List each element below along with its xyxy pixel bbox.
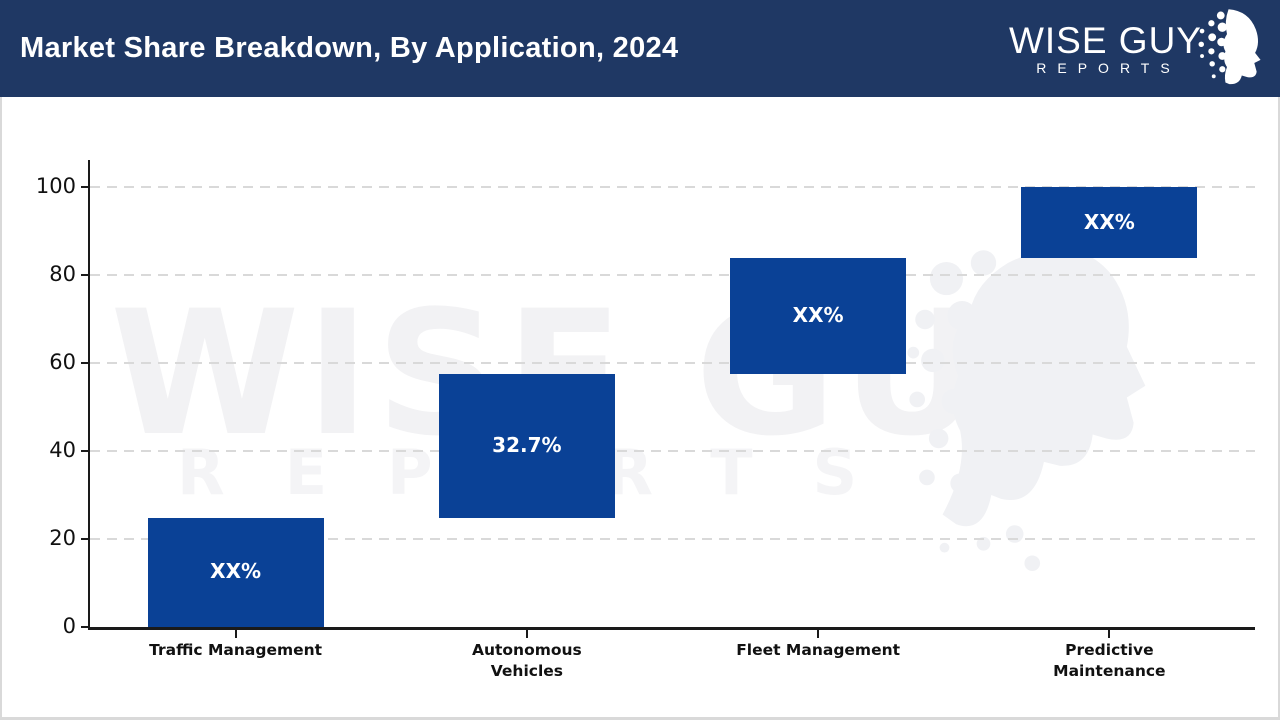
x-tick-mark xyxy=(817,630,820,638)
y-tick-mark xyxy=(81,450,90,452)
chart-canvas: WISE GUY REPORTS 020406080100XX%Traffic … xyxy=(0,97,1280,720)
y-tick-mark xyxy=(81,274,90,276)
page-title: Market Share Breakdown, By Application, … xyxy=(20,32,679,64)
gridline xyxy=(90,274,1255,276)
y-tick-label: 100 xyxy=(35,174,76,198)
gridline xyxy=(90,362,1255,364)
x-tick-mark xyxy=(1108,630,1111,638)
x-tick-mark xyxy=(234,630,237,638)
x-tick-label: Fleet Management xyxy=(736,641,901,659)
y-tick-mark xyxy=(81,626,90,628)
x-tick-label: Predictive Maintenance xyxy=(1053,641,1166,680)
x-tick-label: Autonomous Vehicles xyxy=(471,641,582,680)
x-tick-mark xyxy=(525,630,528,638)
x-tick-label: Traffic Management xyxy=(149,641,323,659)
y-tick-label: 0 xyxy=(62,614,76,638)
watermark-face-icon xyxy=(907,249,1146,572)
y-tick-mark xyxy=(81,186,90,188)
bar-value-label: XX% xyxy=(792,303,844,328)
wise-guy-logo: WISE GUY REPORTS xyxy=(1009,5,1266,93)
y-tick-label: 20 xyxy=(49,526,76,550)
logo-face-icon xyxy=(1198,8,1261,84)
y-axis-line xyxy=(88,160,90,629)
logo-text: WISE GUY REPORTS xyxy=(1008,19,1202,76)
bar: 32.7% xyxy=(438,374,615,518)
bar-value-label: XX% xyxy=(210,559,262,584)
logo-wordmark: WISE GUY xyxy=(1008,19,1202,61)
gridline xyxy=(90,538,1255,540)
bar: XX% xyxy=(1021,187,1198,259)
x-axis-line xyxy=(88,627,1255,630)
gridline xyxy=(90,450,1255,452)
logo-subtitle: REPORTS xyxy=(1036,59,1181,76)
bar-value-label: XX% xyxy=(1083,209,1135,234)
y-tick-mark xyxy=(81,362,90,364)
bar: XX% xyxy=(730,258,907,374)
y-tick-label: 40 xyxy=(49,438,76,462)
gridline xyxy=(90,186,1255,188)
header: Market Share Breakdown, By Application, … xyxy=(0,0,1280,97)
bar-value-label: 32.7% xyxy=(492,432,562,457)
bar: XX% xyxy=(147,517,324,627)
y-tick-label: 60 xyxy=(49,350,76,374)
y-tick-label: 80 xyxy=(49,262,76,286)
y-tick-mark xyxy=(81,538,90,540)
